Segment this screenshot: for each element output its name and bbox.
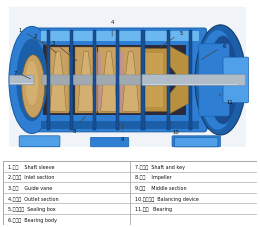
Polygon shape (120, 52, 124, 112)
FancyBboxPatch shape (142, 75, 245, 86)
Polygon shape (145, 54, 163, 107)
FancyBboxPatch shape (116, 30, 119, 131)
Polygon shape (78, 52, 94, 112)
FancyBboxPatch shape (41, 32, 199, 41)
Text: 1: 1 (19, 28, 49, 48)
Text: 4.出入段  Outlet section: 4.出入段 Outlet section (8, 196, 58, 201)
FancyBboxPatch shape (42, 76, 145, 86)
Polygon shape (50, 52, 66, 112)
Ellipse shape (9, 27, 55, 134)
Text: 9: 9 (121, 124, 124, 141)
FancyBboxPatch shape (75, 48, 97, 114)
Polygon shape (21, 137, 59, 146)
Text: 11: 11 (219, 95, 233, 105)
FancyBboxPatch shape (172, 136, 220, 147)
Text: 6.轴承体  Bearing body: 6.轴承体 Bearing body (8, 217, 57, 222)
FancyBboxPatch shape (41, 121, 199, 129)
Text: 5: 5 (160, 31, 183, 48)
Polygon shape (144, 49, 168, 112)
Text: 2.进入段  Inlet section: 2.进入段 Inlet section (8, 175, 54, 180)
Text: 8: 8 (72, 117, 85, 133)
FancyBboxPatch shape (70, 30, 73, 131)
Ellipse shape (198, 30, 238, 131)
Text: 9.中段    Middle section: 9.中段 Middle section (135, 185, 187, 190)
FancyBboxPatch shape (167, 30, 170, 131)
Polygon shape (69, 52, 73, 112)
Text: 10.平衡装置  Balancing device: 10.平衡装置 Balancing device (135, 196, 199, 201)
FancyBboxPatch shape (43, 46, 186, 115)
Polygon shape (168, 46, 188, 115)
Ellipse shape (208, 37, 238, 124)
FancyBboxPatch shape (223, 58, 249, 103)
Text: 10: 10 (167, 117, 179, 135)
Polygon shape (101, 52, 117, 112)
Ellipse shape (25, 62, 38, 106)
Ellipse shape (22, 56, 45, 118)
FancyBboxPatch shape (9, 76, 34, 85)
FancyBboxPatch shape (9, 8, 246, 147)
Text: 5.密封盒体  Sealing box: 5.密封盒体 Sealing box (8, 206, 55, 211)
Text: 2: 2 (34, 34, 56, 54)
FancyBboxPatch shape (141, 30, 145, 131)
Text: 3: 3 (52, 40, 77, 62)
FancyBboxPatch shape (90, 138, 129, 147)
Text: 4: 4 (110, 20, 114, 37)
FancyBboxPatch shape (93, 30, 96, 131)
Polygon shape (38, 109, 217, 131)
FancyBboxPatch shape (3, 161, 257, 225)
Ellipse shape (17, 40, 47, 121)
Text: 8.叶轮    Impeller: 8.叶轮 Impeller (135, 175, 172, 180)
Ellipse shape (195, 26, 246, 135)
Text: 7: 7 (14, 70, 31, 79)
Polygon shape (122, 52, 139, 112)
FancyBboxPatch shape (36, 29, 206, 132)
FancyBboxPatch shape (98, 48, 120, 114)
FancyBboxPatch shape (120, 48, 141, 114)
Text: 11.轴承   Bearing: 11.轴承 Bearing (135, 206, 172, 211)
Polygon shape (38, 30, 217, 52)
FancyBboxPatch shape (199, 44, 229, 117)
Text: 1.轴套    Shaft sleeve: 1.轴套 Shaft sleeve (8, 164, 54, 169)
FancyBboxPatch shape (175, 138, 218, 147)
Text: 6: 6 (201, 44, 226, 60)
FancyBboxPatch shape (47, 30, 50, 131)
Text: 7.轴和键  Shaft and key: 7.轴和键 Shaft and key (135, 164, 185, 169)
FancyBboxPatch shape (188, 30, 192, 131)
Polygon shape (97, 52, 101, 112)
FancyBboxPatch shape (19, 136, 60, 147)
Text: 3.导叶    Guide vane: 3.导叶 Guide vane (8, 185, 52, 190)
FancyBboxPatch shape (47, 48, 69, 114)
